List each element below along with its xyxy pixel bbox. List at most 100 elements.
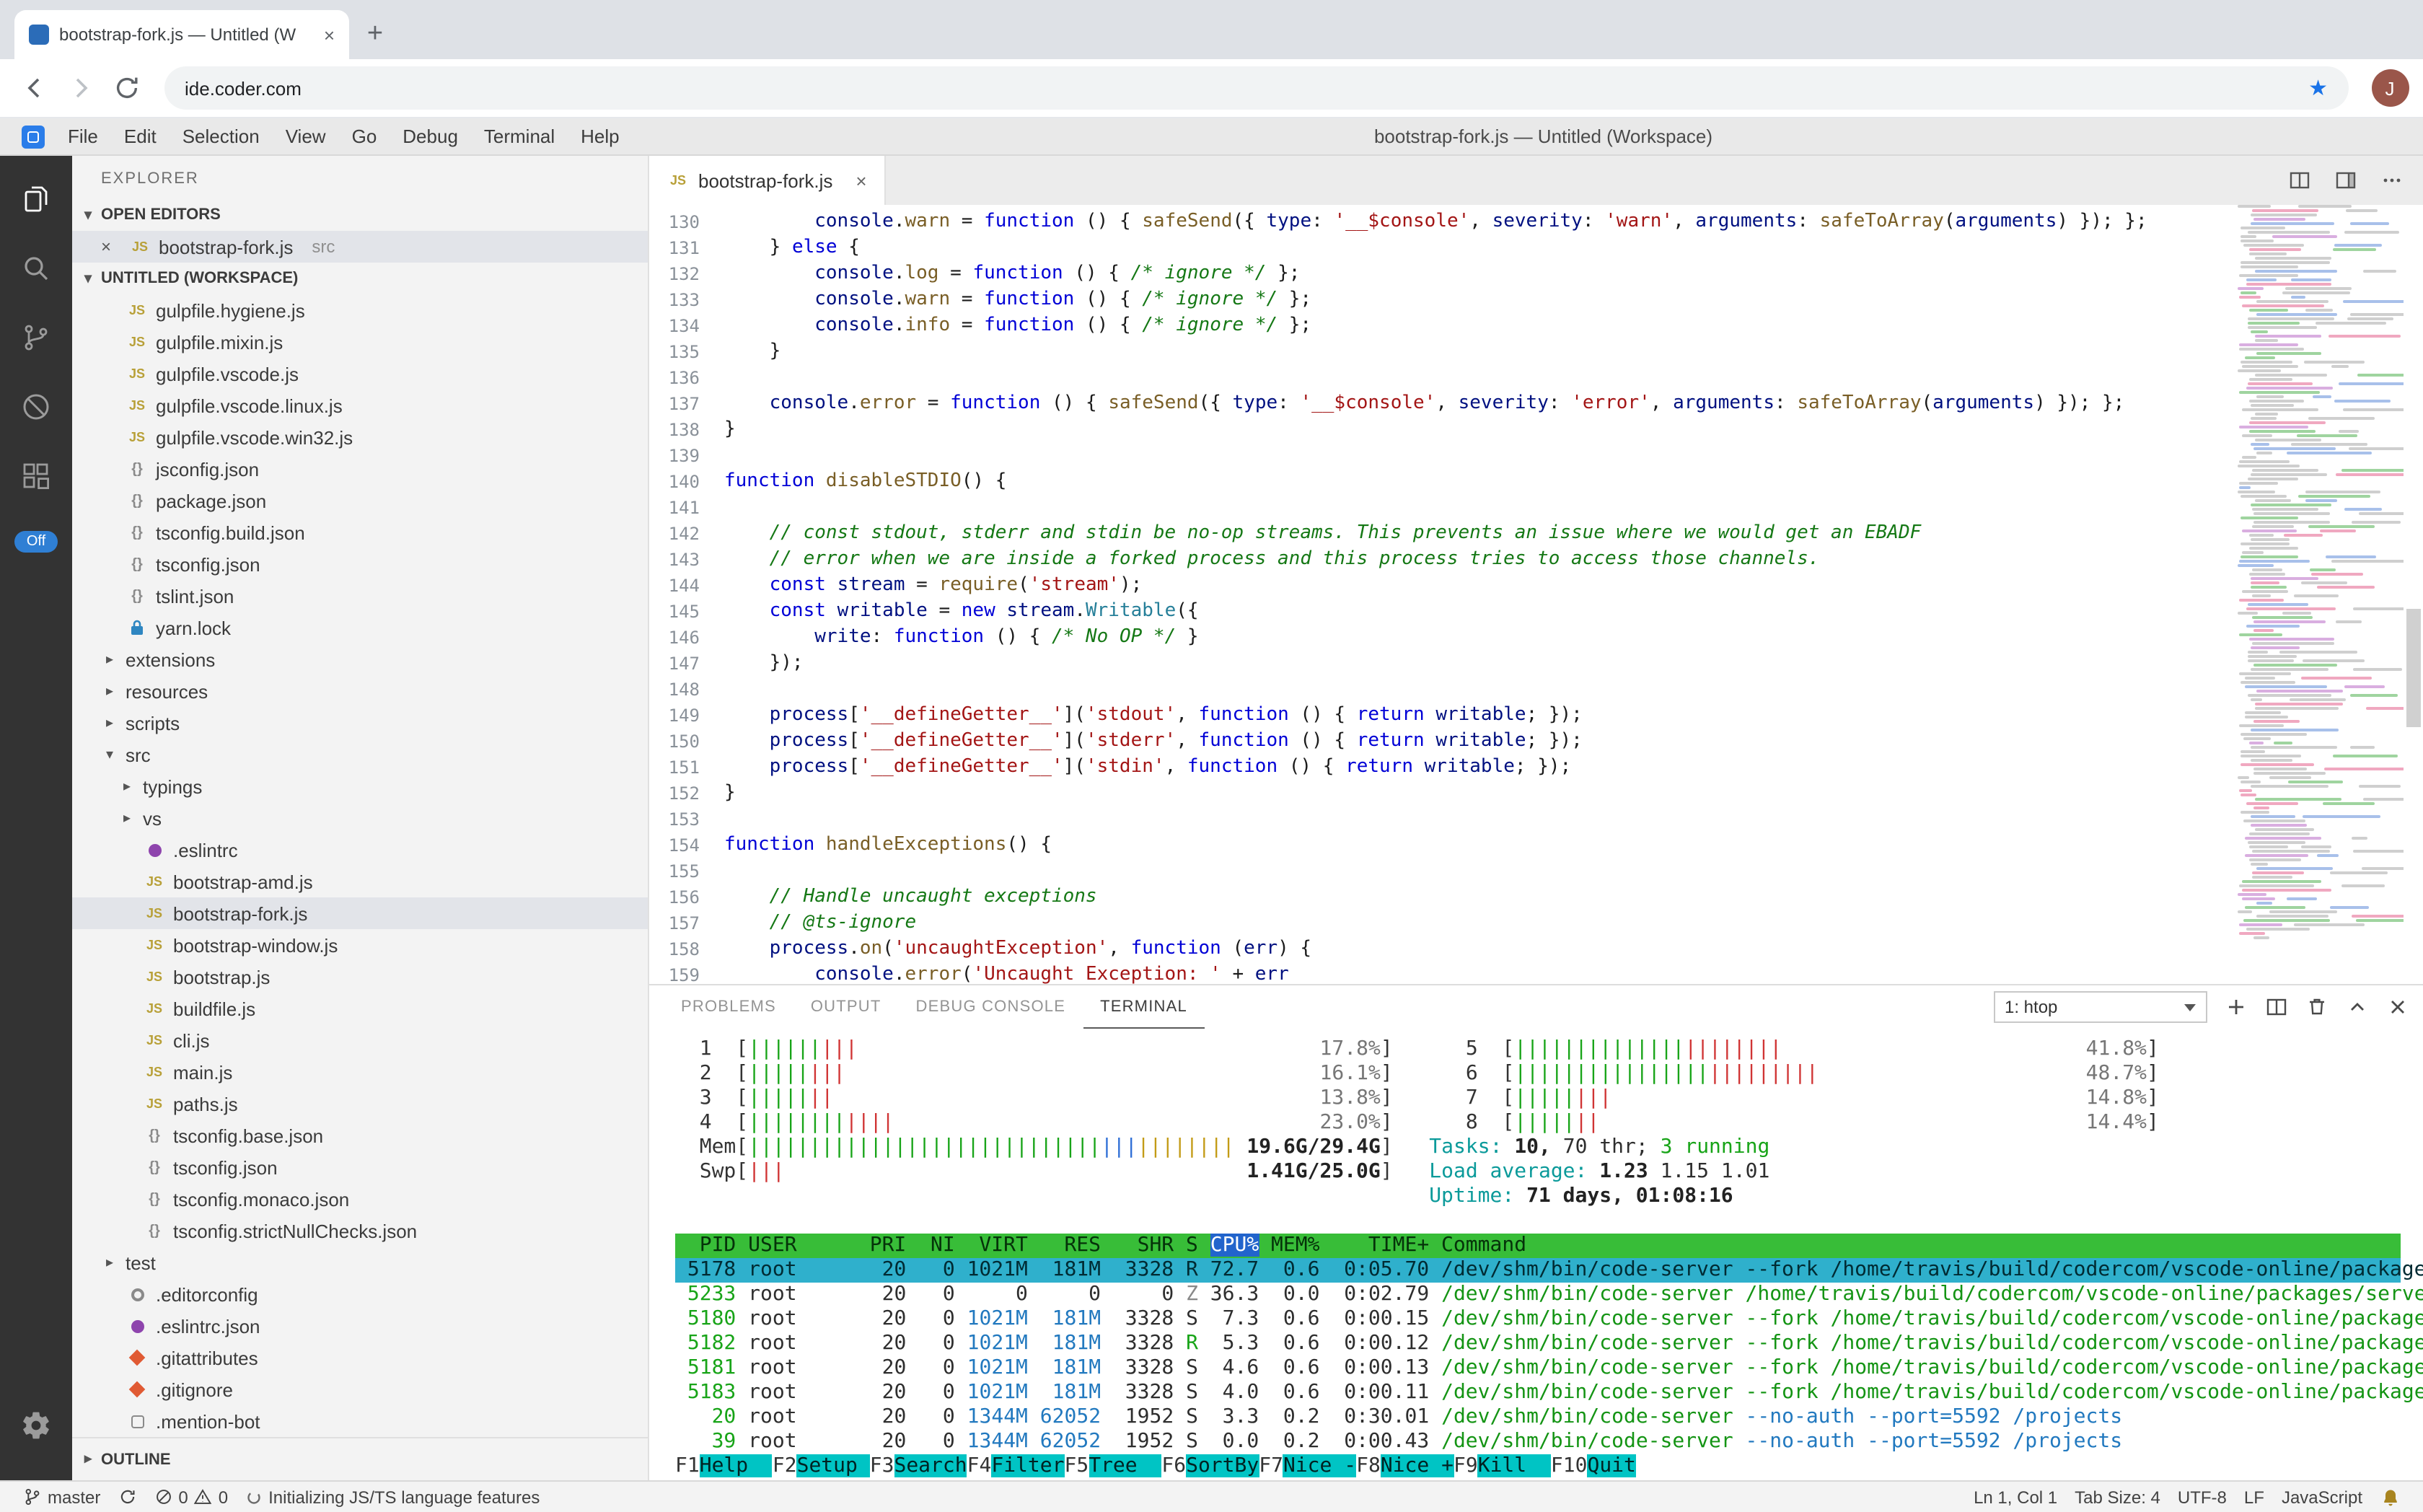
extensions-icon[interactable] <box>0 441 72 511</box>
notifications-bell[interactable] <box>2371 1487 2409 1507</box>
tree-item-scripts[interactable]: ▸scripts <box>72 707 648 739</box>
tree-item-gulpfile.hygiene.js[interactable]: JSgulpfile.hygiene.js <box>72 294 648 326</box>
menu-edit[interactable]: Edit <box>111 126 170 147</box>
menu-debug[interactable]: Debug <box>390 126 471 147</box>
tree-item-.mention-bot[interactable]: .mention-bot <box>72 1405 648 1437</box>
eol-indicator[interactable]: LF <box>2235 1487 2273 1507</box>
open-editors-header[interactable]: ▾ OPEN EDITORS <box>72 199 648 231</box>
split-editor-icon[interactable] <box>2287 169 2310 192</box>
address-bar[interactable]: ide.coder.com ★ <box>164 66 2348 110</box>
explorer-icon[interactable] <box>0 164 72 234</box>
new-tab-button[interactable]: + <box>355 14 395 55</box>
tree-item-gulpfile.mixin.js[interactable]: JSgulpfile.mixin.js <box>72 326 648 358</box>
tree-item-gulpfile.vscode.win32.js[interactable]: JSgulpfile.vscode.win32.js <box>72 421 648 453</box>
code-line-146: 146 write: function () { /* No OP */ } <box>649 625 2221 651</box>
avatar[interactable]: J <box>2371 69 2409 107</box>
tree-item-jsconfig.json[interactable]: {}jsconfig.json <box>72 453 648 485</box>
source-control-icon[interactable] <box>0 303 72 372</box>
chevron-right-icon: ▸ <box>78 1451 98 1467</box>
tree-item-.eslintrc.json[interactable]: .eslintrc.json <box>72 1310 648 1342</box>
search-icon[interactable] <box>0 234 72 303</box>
panel-tab-output[interactable]: OUTPUT <box>793 985 899 1029</box>
tree-item-cli.js[interactable]: JScli.js <box>72 1024 648 1056</box>
layout-icon[interactable] <box>2334 169 2357 192</box>
code-editor[interactable]: 130 console.warn = function () { safeSen… <box>649 205 2423 984</box>
tree-item-src[interactable]: ▾src <box>72 739 648 770</box>
branch-indicator[interactable]: master <box>14 1482 109 1512</box>
tree-item-tslint.json[interactable]: {}tslint.json <box>72 580 648 612</box>
code-line-152: 152} <box>649 781 2221 806</box>
split-terminal-icon[interactable] <box>2264 995 2287 1019</box>
browser-tab[interactable]: bootstrap-fork.js — Untitled (W × <box>14 10 349 59</box>
tree-item-gulpfile.vscode.linux.js[interactable]: JSgulpfile.vscode.linux.js <box>72 390 648 421</box>
close-panel-icon[interactable] <box>2385 995 2409 1019</box>
editor-tab-bootstrap-fork[interactable]: JS bootstrap-fork.js × <box>649 156 886 205</box>
terminal[interactable]: 1 [||||||||| 17.8%] 5 [|||||||||||||||||… <box>649 1029 2423 1480</box>
outline-header[interactable]: ▸ OUTLINE <box>72 1437 648 1480</box>
back-icon[interactable] <box>14 68 55 108</box>
more-icon[interactable] <box>2380 169 2403 192</box>
tab-close-icon[interactable]: × <box>324 24 335 45</box>
tree-item-gulpfile.vscode.js[interactable]: JSgulpfile.vscode.js <box>72 358 648 390</box>
editor-scrollbar[interactable] <box>2403 205 2423 984</box>
scrollbar-thumb[interactable] <box>2406 609 2420 727</box>
tree-item-typings[interactable]: ▸typings <box>72 770 648 802</box>
tree-item-tsconfig.build.json[interactable]: {}tsconfig.build.json <box>72 517 648 548</box>
tree-item-tsconfig.json[interactable]: {}tsconfig.json <box>72 548 648 580</box>
tree-item-package.json[interactable]: {}package.json <box>72 485 648 517</box>
tree-item-yarn.lock[interactable]: yarn.lock <box>72 612 648 643</box>
tree-item-paths.js[interactable]: JSpaths.js <box>72 1088 648 1120</box>
tree-item-tsconfig.json[interactable]: {}tsconfig.json <box>72 1151 648 1183</box>
tree-item-bootstrap-amd.js[interactable]: JSbootstrap-amd.js <box>72 866 648 897</box>
tree-item-.eslintrc[interactable]: .eslintrc <box>72 834 648 866</box>
close-icon[interactable]: × <box>101 237 121 257</box>
panel-tab-terminal[interactable]: TERMINAL <box>1083 985 1205 1029</box>
tree-item-tsconfig.base.json[interactable]: {}tsconfig.base.json <box>72 1120 648 1151</box>
menu-terminal[interactable]: Terminal <box>471 126 568 147</box>
tree-item-tsconfig.monaco.json[interactable]: {}tsconfig.monaco.json <box>72 1183 648 1215</box>
menu-go[interactable]: Go <box>339 126 390 147</box>
encoding-indicator[interactable]: UTF-8 <box>2169 1487 2235 1507</box>
line-col-indicator[interactable]: Ln 1, Col 1 <box>1965 1487 2066 1507</box>
tree-item-buildfile.js[interactable]: JSbuildfile.js <box>72 993 648 1024</box>
panel-tab-debug-console[interactable]: DEBUG CONSOLE <box>899 985 1083 1029</box>
problems-indicator[interactable]: 0 0 <box>145 1482 237 1512</box>
tree-item-resources[interactable]: ▸resources <box>72 675 648 707</box>
menu-file[interactable]: File <box>55 126 111 147</box>
tree-item-tsconfig.strictNullChecks.json[interactable]: {}tsconfig.strictNullChecks.json <box>72 1215 648 1247</box>
forward-icon[interactable] <box>61 68 101 108</box>
tree-item-.gitattributes[interactable]: .gitattributes <box>72 1342 648 1373</box>
tree-item-vs[interactable]: ▸vs <box>72 802 648 834</box>
language-indicator[interactable]: JavaScript <box>2273 1487 2371 1507</box>
terminal-select[interactable]: 1: htop <box>1993 991 2207 1023</box>
tree-item-.editorconfig[interactable]: .editorconfig <box>72 1278 648 1310</box>
tree-item-bootstrap.js[interactable]: JSbootstrap.js <box>72 961 648 993</box>
menu-help[interactable]: Help <box>568 126 633 147</box>
code-line-143: 143 // error when we are inside a forked… <box>649 547 2221 573</box>
tree-item-bootstrap-window.js[interactable]: JSbootstrap-window.js <box>72 929 648 961</box>
tree-item-.gitignore[interactable]: .gitignore <box>72 1373 648 1405</box>
kill-terminal-icon[interactable] <box>2305 995 2328 1019</box>
panel-tab-problems[interactable]: PROBLEMS <box>664 985 793 1029</box>
add-terminal-icon[interactable] <box>2224 995 2247 1019</box>
settings-gear-icon[interactable] <box>0 1391 72 1460</box>
off-badge[interactable]: Off <box>15 531 57 553</box>
bookmark-star-icon[interactable]: ★ <box>2308 75 2328 101</box>
open-editor-item[interactable]: × JS bootstrap-fork.js src <box>72 231 648 263</box>
sync-button[interactable] <box>109 1482 145 1512</box>
tree-item-main.js[interactable]: JSmain.js <box>72 1056 648 1088</box>
debug-disabled-icon[interactable] <box>0 372 72 441</box>
tree-item-bootstrap-fork.js[interactable]: JSbootstrap-fork.js <box>72 897 648 929</box>
menu-view[interactable]: View <box>273 126 339 147</box>
tree-item-extensions[interactable]: ▸extensions <box>72 643 648 675</box>
reload-icon[interactable] <box>107 68 147 108</box>
workspace-header[interactable]: ▾ UNTITLED (WORKSPACE) <box>72 263 648 294</box>
code-area[interactable]: 130 console.warn = function () { safeSen… <box>649 205 2221 984</box>
minimap[interactable] <box>2233 205 2403 984</box>
open-editor-name: bootstrap-fork.js <box>159 236 293 258</box>
menu-selection[interactable]: Selection <box>170 126 273 147</box>
tree-item-test[interactable]: ▸test <box>72 1247 648 1278</box>
maximize-panel-icon[interactable] <box>2345 995 2368 1019</box>
tab-size-indicator[interactable]: Tab Size: 4 <box>2066 1487 2169 1507</box>
tab-close-icon[interactable]: × <box>856 170 866 191</box>
